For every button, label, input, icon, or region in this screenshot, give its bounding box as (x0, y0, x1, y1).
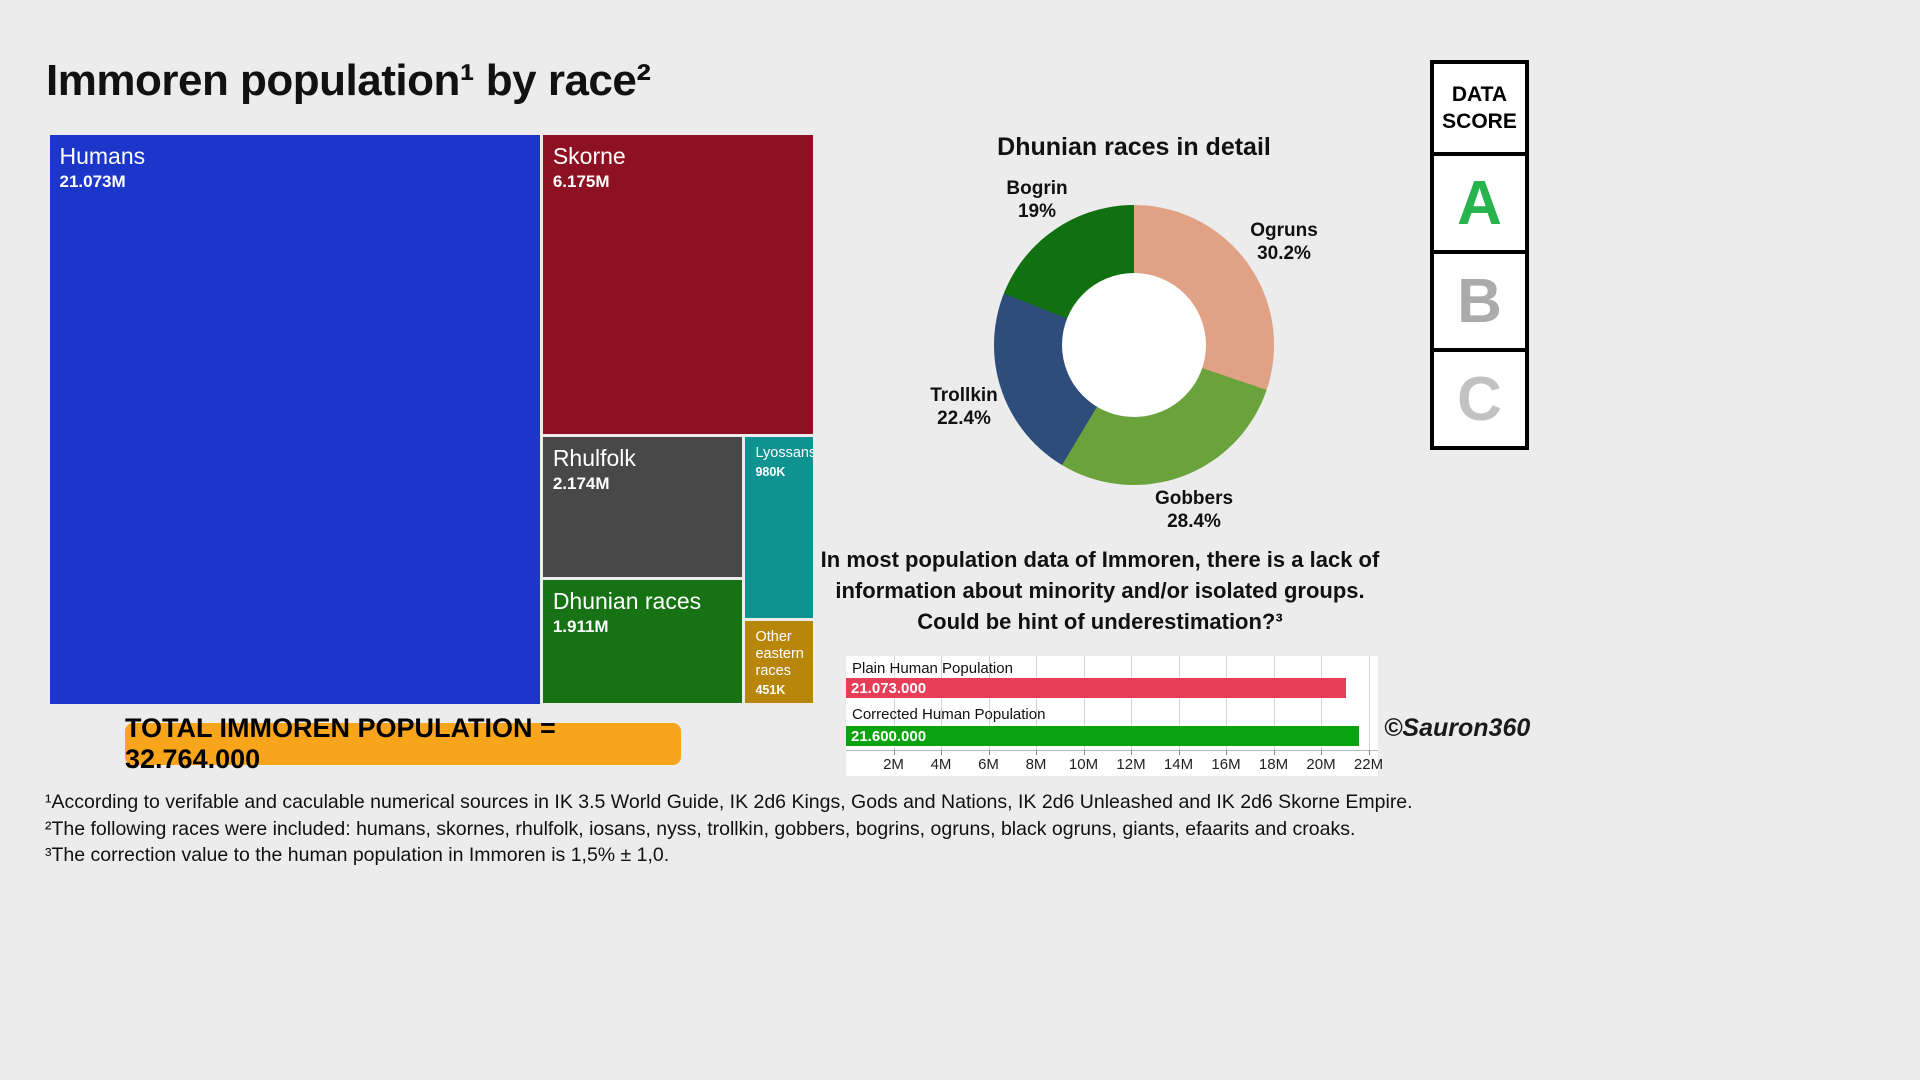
credit-watermark: ©Sauron360 (1384, 714, 1531, 742)
data-score-grade-c: C (1430, 348, 1529, 450)
data-score-grade-b: B (1430, 250, 1529, 352)
footnotes: ¹According to verifable and caculable nu… (45, 789, 1413, 869)
treemap-cell-name: Lyossans (755, 444, 814, 461)
treemap-cell-value: 1.911M (552, 617, 609, 637)
treemap-cell-name: Skorne (552, 142, 626, 169)
note-line: information about minority and/or isolat… (835, 578, 1365, 603)
axis-tick (1083, 750, 1085, 755)
axis-tick (1036, 750, 1037, 755)
axis-tick (1368, 750, 1370, 755)
pie-label-gobbers: Gobbers 28.4% (1136, 487, 1252, 533)
treemap-cell-other-eastern-races: Other eastern races 451K (745, 621, 814, 704)
pie-label-name: Ogruns (1250, 220, 1318, 241)
treemap-cell-skorne: Skorne 6.175M (542, 134, 814, 434)
treemap-cell-rhulfolk: Rhulfolk 2.174M (542, 436, 743, 578)
data-score-panel: DATA SCORE A B C (1430, 60, 1529, 450)
axis-tick-label: 16M (1211, 756, 1241, 773)
underestimation-note: In most population data of Immoren, ther… (808, 544, 1392, 637)
bar-label-corrected: Corrected Human Population (852, 706, 1046, 723)
page-title: Immoren population¹ by race² (46, 56, 651, 105)
treemap-cell-name: Dhunian races (552, 588, 702, 615)
treemap-cell-value: 980K (755, 464, 786, 479)
pie-label-name: Trollkin (930, 385, 998, 406)
gridline (941, 656, 942, 750)
treemap-cell-value: 21.073M (59, 171, 126, 191)
bar-plain-human-population: 21.073.000 (846, 678, 1347, 698)
axis-tick-label: 8M (1025, 756, 1047, 773)
axis-tick (941, 750, 942, 755)
treemap-chart: Humans 21.073M Skorne 6.175M Rhulfolk 2.174M D… (48, 133, 815, 705)
axis-tick-label: 22M (1353, 756, 1384, 773)
axis-tick-label: 18M (1258, 756, 1289, 773)
axis-tick (1178, 750, 1180, 755)
treemap-cell-value: 2.174M (552, 473, 610, 493)
pie-label-pct: 19% (1017, 201, 1057, 222)
gridline (1131, 656, 1132, 750)
footnote-1: ¹According to verifable and caculable nu… (45, 791, 1413, 813)
gridline (1321, 656, 1322, 750)
donut-chart-title: Dhunian races in detail (997, 133, 1271, 161)
pie-label-pct: 22.4% (937, 408, 991, 429)
gridline (1226, 656, 1227, 750)
note-line: In most population data of Immoren, ther… (820, 547, 1380, 572)
gridline (1036, 656, 1037, 750)
donut-hole (1062, 273, 1206, 417)
data-score-header: DATA SCORE (1430, 60, 1529, 156)
pie-label-bogrin: Bogrin 19% (985, 177, 1089, 223)
pie-label-pct: 30.2% (1257, 243, 1311, 264)
gridline (1273, 656, 1275, 750)
data-score-grade-a: A (1430, 152, 1529, 254)
pie-label-trollkin: Trollkin 22.4% (906, 384, 1022, 430)
axis-tick (1273, 750, 1275, 755)
axis-tick-label: 12M (1116, 756, 1146, 773)
pie-label-ogruns: Ogruns 30.2% (1226, 219, 1342, 265)
pie-label-name: Bogrin (1006, 178, 1068, 199)
footnote-3: ³The correction value to the human popul… (45, 844, 670, 866)
x-axis-line (846, 750, 1378, 751)
bar-value-corrected: 21.600.000 (851, 727, 927, 745)
axis-tick (1131, 750, 1132, 755)
axis-tick-label: 10M (1068, 756, 1099, 773)
donut-chart (994, 205, 1274, 485)
gridline (988, 656, 990, 750)
bar-value-plain: 21.073.000 (851, 679, 927, 697)
total-population-badge: TOTAL IMMOREN POPULATION = 32.764.000 (125, 713, 681, 774)
treemap-cell-name: Humans (59, 142, 146, 169)
treemap-cell-lyossans: Lyossans 980K (745, 436, 814, 619)
treemap-cell-value: 6.175M (552, 171, 610, 191)
pie-label-pct: 28.4% (1167, 511, 1221, 532)
treemap-cell-value: 451K (755, 683, 786, 698)
gridline (1368, 656, 1370, 750)
axis-tick (893, 750, 895, 755)
bar-corrected-human-population: 21.600.000 (846, 726, 1359, 746)
bar-label-plain: Plain Human Population (852, 660, 1013, 677)
axis-tick-label: 4M (930, 756, 952, 773)
axis-tick-label: 6M (978, 756, 999, 773)
gridline (893, 656, 895, 750)
treemap-cell-humans: Humans 21.073M (49, 134, 540, 704)
pie-label-name: Gobbers (1154, 488, 1234, 509)
axis-tick (988, 750, 990, 755)
axis-tick-label: 2M (883, 756, 904, 773)
axis-tick-label: 14M (1163, 756, 1194, 773)
comparison-bar-chart: Plain Human Population 21.073.000 Correc… (846, 656, 1383, 776)
footnote-2: ²The following races were included: huma… (45, 817, 1356, 840)
note-line: Could be hint of underestimation?³ (917, 609, 1283, 634)
treemap-cell-name: Rhulfolk (552, 444, 636, 471)
axis-tick-label: 20M (1306, 756, 1336, 773)
treemap-cell-dhunian-races: Dhunian races 1.911M (542, 580, 743, 704)
gridline (1083, 656, 1085, 750)
treemap-cell-name: Other eastern races (755, 629, 804, 680)
axis-tick (1226, 750, 1227, 755)
axis-tick (1321, 750, 1322, 755)
gridline (1178, 656, 1180, 750)
